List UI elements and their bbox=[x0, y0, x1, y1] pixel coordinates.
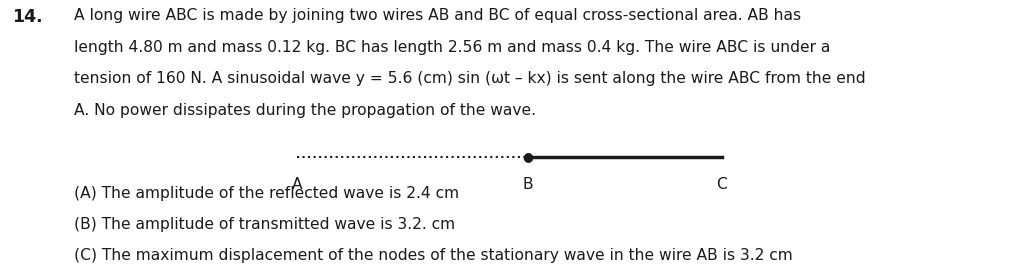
Text: 14.: 14. bbox=[12, 8, 43, 26]
Text: (B) The amplitude of transmitted wave is 3.2. cm: (B) The amplitude of transmitted wave is… bbox=[74, 217, 455, 232]
Text: length 4.80 m and mass 0.12 kg. BC has length 2.56 m and mass 0.4 kg. The wire A: length 4.80 m and mass 0.12 kg. BC has l… bbox=[74, 40, 830, 55]
Text: tension of 160 N. A sinusoidal wave y = 5.6 (cm) sin (ωt – kx) is sent along the: tension of 160 N. A sinusoidal wave y = … bbox=[74, 71, 865, 86]
Text: ●: ● bbox=[522, 150, 532, 163]
Text: A long wire ABC is made by joining two wires AB and BC of equal cross-sectional : A long wire ABC is made by joining two w… bbox=[74, 8, 801, 23]
Text: C: C bbox=[717, 177, 727, 192]
Text: (A) The amplitude of the reflected wave is 2.4 cm: (A) The amplitude of the reflected wave … bbox=[74, 186, 459, 201]
Text: A: A bbox=[292, 177, 302, 192]
Text: (C) The maximum displacement of the nodes of the stationary wave in the wire AB : (C) The maximum displacement of the node… bbox=[74, 248, 793, 263]
Text: B: B bbox=[522, 177, 532, 192]
Text: A. No power dissipates during the propagation of the wave.: A. No power dissipates during the propag… bbox=[74, 103, 536, 118]
